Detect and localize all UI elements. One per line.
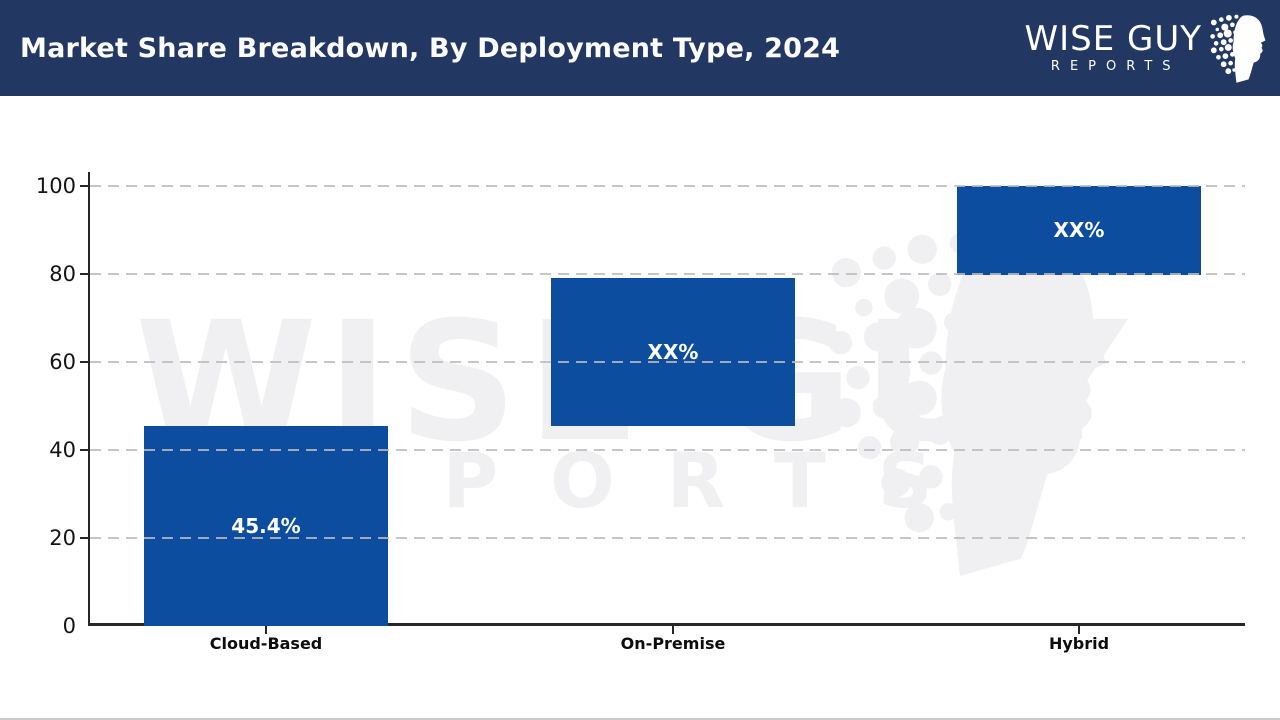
bar-value-label: XX% [1053, 218, 1105, 243]
x-axis-tick [1078, 626, 1080, 634]
logo-head-icon [1210, 14, 1266, 83]
gridline [90, 361, 1245, 363]
gridline [90, 537, 1245, 539]
y-axis-tick-label: 20 [49, 526, 76, 550]
x-axis-tick-label: Hybrid [1048, 634, 1110, 653]
bottom-edge-line [0, 718, 1280, 720]
bar-value-label: 45.4% [231, 514, 301, 539]
y-axis-tick-label: 80 [49, 262, 76, 286]
bar-on-premise: XX% [551, 277, 795, 427]
logo-wordmark-text: WISE GUY [1024, 18, 1202, 59]
plot-area: 0 20 40 60 80 100 45.4% XX% XX% Cloud-Based On-Pre… [36, 172, 1245, 653]
x-axis-tick [672, 626, 674, 634]
x-axis-tick-label: Cloud-Based [209, 634, 323, 653]
y-axis-tick-label: 100 [35, 174, 76, 198]
x-axis-tick [265, 626, 267, 634]
logo-wordmark: WISE GUY REPORTS [1024, 18, 1202, 75]
header-bar: Market Share Breakdown, By Deployment Ty… [0, 0, 1280, 96]
chart-canvas: WISE GUY REPORTS 0 20 40 60 80 100 45.4% XX% XX%… [0, 96, 1280, 718]
brand-logo: WISE GUY REPORTS [1024, 7, 1266, 89]
watermark-head-icon [828, 233, 1106, 576]
gridline [90, 449, 1245, 451]
page-title: Market Share Breakdown, By Deployment Ty… [20, 32, 841, 64]
y-axis-tick-label: 0 [62, 614, 76, 638]
y-axis-tick [80, 185, 88, 187]
gridline [90, 273, 1245, 275]
y-axis-tick [80, 449, 88, 451]
logo-reports-text: REPORTS [1050, 59, 1181, 75]
y-axis-tick-label: 60 [49, 350, 76, 374]
y-axis-tick [80, 273, 88, 275]
x-axis-tick-label: On-Premise [620, 634, 726, 653]
bar-value-label: XX% [647, 339, 699, 364]
gridline [90, 185, 1245, 187]
y-axis-tick [80, 361, 88, 363]
y-axis-tick-label: 40 [49, 438, 76, 462]
bar-hybrid: XX% [957, 186, 1201, 275]
y-axis-tick [80, 537, 88, 539]
bar-cloud-based: 45.4% [144, 426, 388, 626]
